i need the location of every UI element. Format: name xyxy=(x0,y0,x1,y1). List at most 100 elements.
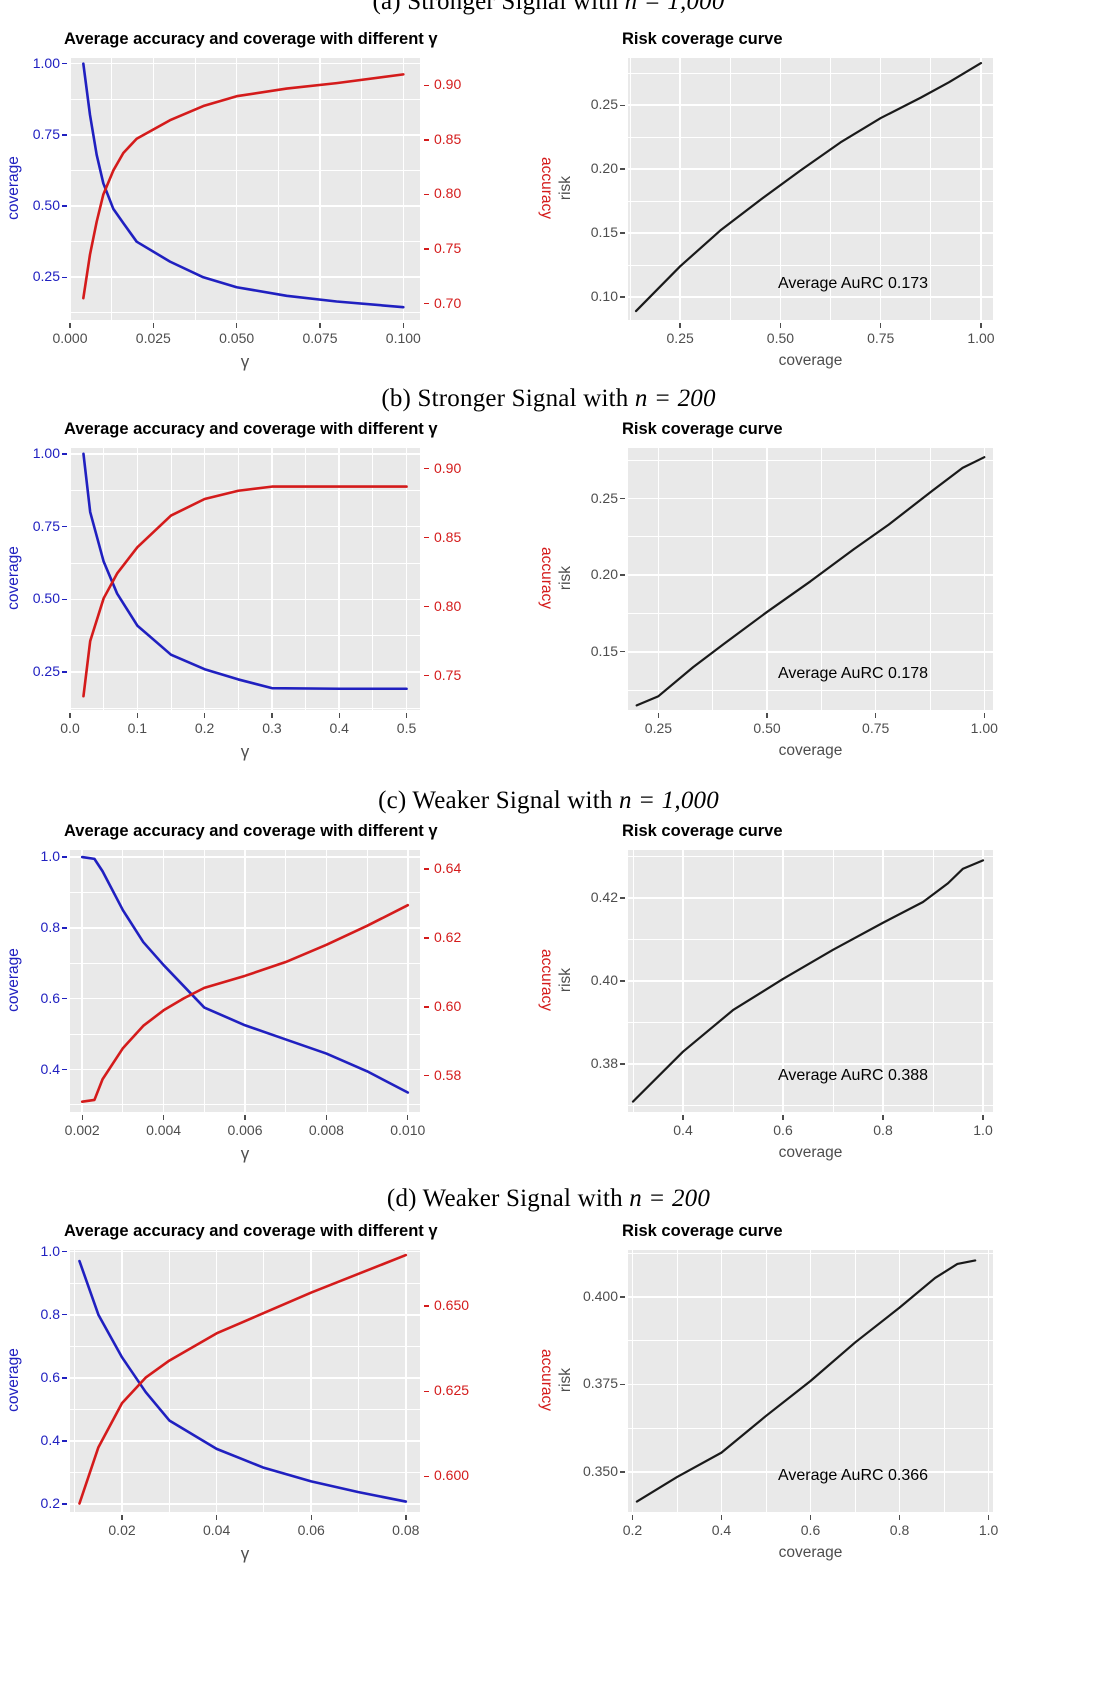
gridline-horizontal-minor xyxy=(628,459,993,461)
gridline-vertical-minor xyxy=(712,448,714,710)
x-tick-label-gamma: 0.010 xyxy=(390,1122,426,1138)
tick-mark xyxy=(620,980,625,982)
gridline-vertical-minor xyxy=(943,1250,945,1512)
plot-area xyxy=(35,416,441,710)
gridline-vertical-minor xyxy=(372,448,374,710)
gridline-vertical xyxy=(779,58,782,320)
gridline-horizontal-minor xyxy=(70,1282,420,1284)
y-tick-label-accuracy: 0.90 xyxy=(434,459,462,476)
y-tick-label-risk: 0.15 xyxy=(590,224,618,241)
series-coverage xyxy=(82,62,405,309)
gridline-horizontal xyxy=(70,598,420,601)
y-axis-title-coverage: coverage xyxy=(5,546,22,610)
y-tick-label-coverage: 0.6 xyxy=(40,1368,60,1385)
tick-mark xyxy=(424,1475,429,1477)
gridline-horizontal xyxy=(628,574,993,576)
gridline-vertical-minor xyxy=(358,1250,359,1512)
gridline-horizontal-minor xyxy=(70,1219,420,1221)
y-tick-label-coverage: 0.8 xyxy=(40,1305,60,1322)
series-accuracy xyxy=(82,73,405,300)
panel-d-risk-coverage: Risk coverage curve Average AuRC 0.366 0.3… xyxy=(548,1222,1097,1574)
y-tick-label-risk: 0.10 xyxy=(590,287,618,304)
y-tick-label-coverage: 0.50 xyxy=(32,197,60,214)
series-layer xyxy=(635,456,986,707)
gridline-vertical-minor xyxy=(932,850,934,1112)
caption-label: (b) Stronger Signal with xyxy=(381,385,635,412)
tick-mark xyxy=(424,868,429,870)
gridline-horizontal-minor xyxy=(70,1345,420,1347)
series-layer xyxy=(634,62,983,313)
gridline-vertical-minor xyxy=(929,448,931,710)
gridline-horizontal xyxy=(628,104,993,107)
gridline-vertical-minor xyxy=(35,448,37,710)
gridline-vertical xyxy=(983,448,986,710)
y-tick-label-accuracy: 0.64 xyxy=(434,859,462,876)
caption-math: n = 1,000 xyxy=(619,787,719,814)
tick-mark xyxy=(424,248,429,250)
gridline-vertical xyxy=(235,58,238,320)
y-tick-label-risk: 0.400 xyxy=(582,1288,618,1305)
tick-mark xyxy=(310,1515,312,1520)
plot-title: Risk coverage curve xyxy=(622,822,783,840)
gridline-horizontal-minor xyxy=(70,562,420,564)
plot-title: Risk coverage curve xyxy=(622,420,783,438)
tick-mark xyxy=(809,1515,812,1520)
panel-b-accuracy-coverage: Average accuracy and coverage with diffe… xyxy=(0,416,555,772)
caption-label: (a) Stronger Signal with xyxy=(372,0,625,15)
tick-mark xyxy=(782,1115,784,1120)
gridline-vertical xyxy=(782,850,784,1112)
y-tick-label-coverage: 0.4 xyxy=(40,1060,60,1077)
gridline-vertical xyxy=(657,448,660,710)
y-tick-label-coverage: 0.50 xyxy=(32,590,60,607)
plot-title: Risk coverage curve xyxy=(622,1222,783,1240)
gridline-horizontal xyxy=(628,1063,993,1065)
gridline-horizontal-minor xyxy=(628,1105,993,1107)
x-tick-label-coverage: 1.0 xyxy=(978,1522,999,1538)
x-tick-label-gamma: 0.02 xyxy=(108,1522,136,1538)
gridline-vertical xyxy=(405,448,408,710)
series-layer xyxy=(635,1259,977,1503)
tick-mark xyxy=(980,323,982,328)
y-tick-label-coverage: 1.0 xyxy=(40,1242,60,1259)
tick-mark xyxy=(62,1314,67,1316)
x-tick-label-gamma: 0.4 xyxy=(329,720,349,736)
gridline-vertical-minor xyxy=(632,850,634,1112)
y-tick-label-accuracy: 0.85 xyxy=(434,130,462,147)
gridline-vertical xyxy=(81,850,83,1112)
subfigure-caption-c: (c) Weaker Signal with n = 1,000 xyxy=(0,787,1097,815)
tick-mark xyxy=(424,1006,429,1008)
gridline-horizontal xyxy=(70,1440,420,1442)
tick-mark xyxy=(620,1296,625,1298)
tick-mark xyxy=(424,302,429,305)
x-tick-label-coverage: 1.00 xyxy=(967,330,995,346)
y-axis-title-coverage: coverage xyxy=(5,948,22,1012)
caption-math: n = 200 xyxy=(634,385,716,412)
gridline-horizontal xyxy=(628,168,993,170)
plot-area xyxy=(27,27,446,320)
y-tick-label-accuracy: 0.62 xyxy=(434,928,462,945)
tick-mark xyxy=(720,1515,723,1520)
y-axis-title-risk: risk xyxy=(557,565,574,591)
tick-mark xyxy=(424,674,429,677)
tick-mark xyxy=(424,937,429,939)
x-tick-label-gamma: 0.08 xyxy=(392,1522,420,1538)
tick-mark xyxy=(424,605,429,608)
series-layer xyxy=(78,1253,408,1505)
gridline-vertical-minor xyxy=(103,448,105,710)
gridline-horizontal-minor xyxy=(628,200,993,202)
tick-mark xyxy=(62,1250,67,1253)
gridline-vertical-minor xyxy=(285,850,287,1112)
subfigure-caption-a: (a) Stronger Signal with n = 1,000 xyxy=(0,0,1097,16)
gridline-vertical xyxy=(310,1250,312,1512)
gridline-horizontal-minor xyxy=(70,821,420,823)
caption-label: (c) Weaker Signal with xyxy=(378,787,620,814)
tick-mark xyxy=(62,856,67,858)
gridline-horizontal-minor xyxy=(70,27,420,29)
gridline-vertical-minor xyxy=(168,1250,170,1512)
y-axis-title-risk: risk xyxy=(557,1367,574,1393)
gridline-horizontal xyxy=(628,980,993,982)
plot-title: Average accuracy and coverage with diffe… xyxy=(64,30,438,48)
tick-mark xyxy=(62,134,67,136)
tick-mark xyxy=(62,62,67,65)
